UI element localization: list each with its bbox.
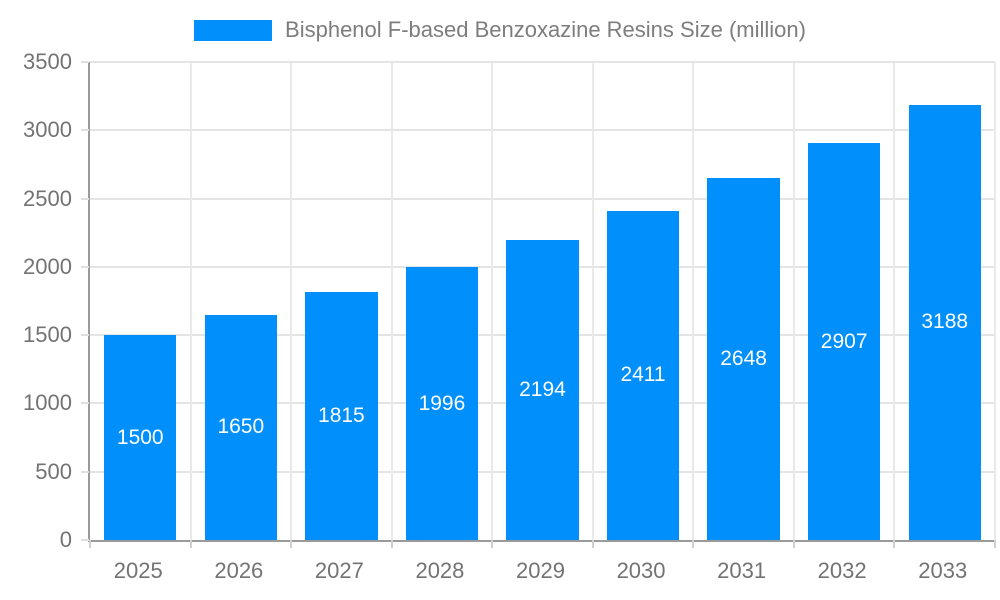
y-axis-tick bbox=[81, 61, 89, 63]
bar[interactable]: 1500 bbox=[104, 335, 177, 540]
bar-value-label: 1815 bbox=[318, 404, 365, 428]
bar[interactable]: 2411 bbox=[606, 210, 680, 540]
gridline-vertical bbox=[692, 62, 695, 540]
x-axis-category-label: 2033 bbox=[918, 558, 968, 583]
y-axis-tick bbox=[81, 334, 89, 337]
x-axis-tick bbox=[189, 540, 192, 548]
legend-swatch-icon bbox=[194, 19, 273, 41]
bar[interactable]: 2907 bbox=[807, 143, 881, 540]
gridline-vertical bbox=[189, 62, 192, 540]
gridline-vertical bbox=[893, 62, 896, 540]
bar-value-label: 1500 bbox=[116, 425, 164, 449]
legend-label: Bisphenol F-based Benzoxazine Resins Siz… bbox=[285, 17, 806, 42]
x-axis-category-label: 2028 bbox=[415, 558, 465, 583]
bar[interactable]: 1996 bbox=[405, 267, 479, 540]
bar-value-label: 2194 bbox=[519, 378, 566, 402]
y-axis-tick bbox=[81, 402, 89, 405]
x-axis-category-label: 2025 bbox=[113, 558, 163, 583]
gridline-vertical bbox=[290, 62, 293, 540]
gridline-vertical bbox=[390, 62, 393, 540]
y-axis-tick bbox=[81, 197, 89, 200]
x-axis-tick bbox=[994, 540, 996, 548]
x-axis-tick bbox=[290, 540, 293, 548]
x-axis-tick bbox=[792, 540, 795, 548]
gridline-vertical bbox=[792, 62, 795, 540]
x-axis-tick bbox=[692, 540, 695, 548]
gridline-vertical bbox=[994, 62, 996, 540]
x-axis-tick bbox=[893, 540, 896, 548]
y-axis-tick bbox=[81, 265, 89, 268]
bar[interactable]: 2194 bbox=[506, 240, 579, 540]
y-axis-tick-label: 1500 bbox=[23, 322, 72, 348]
y-axis-tick bbox=[81, 129, 89, 132]
y-axis-tick bbox=[81, 470, 89, 473]
plot-area: 1500 1650 1815 1996 2194 2411 2648 2907 3188 bbox=[81, 61, 996, 548]
bar-value-label: 3188 bbox=[921, 310, 969, 334]
bar-value-label: 1650 bbox=[217, 415, 265, 439]
x-axis-category-label: 2026 bbox=[214, 558, 264, 583]
x-axis-category-label: 2027 bbox=[314, 558, 364, 583]
bar-value-label: 2907 bbox=[820, 329, 868, 353]
bar[interactable]: 2648 bbox=[707, 178, 780, 540]
y-axis-tick-label: 3500 bbox=[23, 49, 72, 74]
x-axis-tick bbox=[89, 540, 91, 548]
y-axis-tick bbox=[81, 539, 89, 541]
x-axis-category-label: 2031 bbox=[717, 558, 767, 583]
gridline-horizontal bbox=[90, 129, 995, 132]
bar-value-label: 1996 bbox=[418, 391, 466, 415]
x-axis-category-label: 2032 bbox=[817, 558, 867, 583]
x-axis-tick bbox=[591, 540, 594, 548]
x-axis-category-label: 2030 bbox=[616, 558, 666, 583]
y-axis-tick-label: 0 bbox=[59, 527, 72, 552]
gridline-horizontal bbox=[90, 61, 995, 63]
y-axis-tick-label: 3000 bbox=[23, 117, 72, 143]
gridline-vertical bbox=[591, 62, 594, 540]
bar[interactable]: 1650 bbox=[204, 314, 278, 540]
y-axis-tick-label: 500 bbox=[35, 458, 72, 484]
y-axis-tick-label: 1000 bbox=[23, 390, 72, 416]
y-axis-tick-label: 2500 bbox=[23, 185, 72, 211]
bar[interactable]: 3188 bbox=[908, 104, 981, 540]
legend-item[interactable]: Bisphenol F-based Benzoxazine Resins Siz… bbox=[0, 17, 1000, 43]
gridline-horizontal bbox=[90, 197, 995, 200]
x-axis-tick bbox=[491, 540, 494, 548]
bar-value-label: 2411 bbox=[620, 363, 666, 387]
bar-value-label: 2648 bbox=[720, 347, 767, 371]
x-axis-category-label: 2029 bbox=[516, 558, 565, 583]
x-axis-tick bbox=[390, 540, 393, 548]
gridline-vertical bbox=[491, 62, 494, 540]
bar[interactable]: 1815 bbox=[305, 292, 378, 540]
y-axis-tick-label: 2000 bbox=[23, 253, 72, 279]
